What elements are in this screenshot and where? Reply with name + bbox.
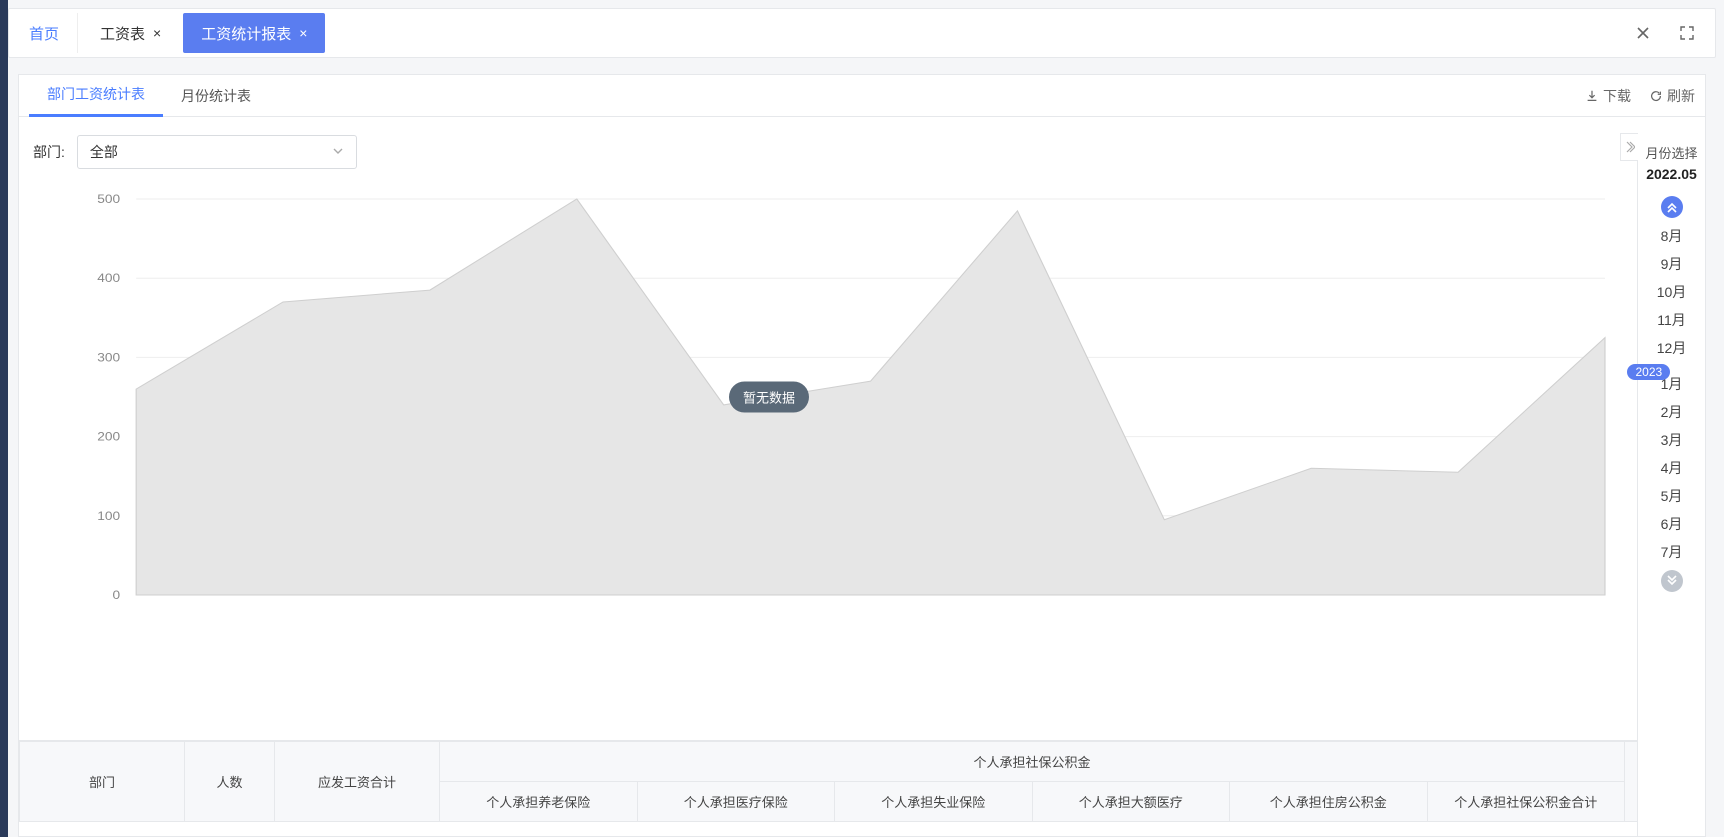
table-header-cell: 个人承担医疗保险 (637, 782, 835, 822)
fullscreen-button[interactable] (1673, 19, 1701, 47)
table-header-cell: 个人承担养老保险 (440, 782, 638, 822)
month-item[interactable]: 6月 (1661, 514, 1683, 534)
year-badge: 2023 (1627, 364, 1670, 380)
month-scroll-up-button[interactable] (1661, 196, 1683, 218)
table-header-cell: 个人承担社保公积金合计 (1427, 782, 1625, 822)
close-icon[interactable]: × (299, 25, 307, 41)
left-edge (0, 0, 8, 837)
download-button[interactable]: 下载 (1585, 86, 1631, 106)
month-list: 8月9月10月11月12月20231月2月3月4月5月6月7月 (1657, 226, 1687, 562)
tab-salary-report[interactable]: 工资统计报表 × (183, 13, 325, 53)
inner-tab-month[interactable]: 月份统计表 (163, 75, 269, 117)
inner-actions: 下载 刷新 (1585, 86, 1695, 106)
y-axis-tick-label: 400 (97, 271, 120, 285)
filter-row: 部门: 全部 (19, 117, 1705, 179)
month-item[interactable]: 2月 (1661, 402, 1683, 422)
month-scroll-down-button[interactable] (1661, 570, 1683, 592)
y-axis-tick-label: 0 (113, 588, 121, 602)
chart-tooltip-text: 暂无数据 (743, 391, 795, 406)
month-item[interactable]: 10月 (1657, 282, 1687, 302)
tab-salary-sheet[interactable]: 工资表 × (82, 13, 179, 53)
month-panel-collapse-button[interactable] (1620, 133, 1638, 161)
month-item[interactable]: 8月 (1661, 226, 1683, 246)
download-label: 下载 (1603, 86, 1631, 106)
top-right-actions (1629, 19, 1715, 47)
refresh-button[interactable]: 刷新 (1649, 86, 1695, 106)
department-select-value: 全部 (90, 142, 118, 162)
content-panel: 部门工资统计表 月份统计表 下载 刷新 部门: 全部 0 100 200 300 400… (18, 74, 1706, 837)
month-panel-current: 2022.05 (1646, 166, 1697, 182)
table-group-header: 个人承担社保公积金 (440, 742, 1625, 782)
chevron-down-icon (332, 144, 344, 160)
top-tab-bar: 首页 工资表 × 工资统计报表 × (8, 8, 1716, 58)
table-header-cell: 部门 (20, 742, 185, 822)
inner-tab-department[interactable]: 部门工资统计表 (29, 75, 163, 117)
download-icon (1585, 89, 1599, 103)
inner-tab-month-label: 月份统计表 (181, 86, 251, 106)
chart-area-series (136, 199, 1605, 595)
tab-home-label: 首页 (29, 23, 59, 44)
y-axis-tick-label: 200 (97, 429, 120, 443)
month-panel-title: 月份选择 (1645, 143, 1697, 162)
table-header-cell: 个人承担住房公积金 (1230, 782, 1428, 822)
y-axis-tick-label: 500 (97, 192, 120, 206)
month-item[interactable]: 9月 (1661, 254, 1683, 274)
tab-salary-sheet-label: 工资表 (100, 23, 145, 44)
salary-chart: 0 100 200 300 400 500 暂无数据 (39, 189, 1685, 629)
month-item[interactable]: 11月 (1657, 310, 1686, 330)
close-icon[interactable]: × (153, 25, 161, 41)
tab-home[interactable]: 首页 (11, 13, 78, 53)
chevron-right-icon (1625, 140, 1635, 154)
month-item[interactable]: 5月 (1661, 486, 1683, 506)
refresh-icon (1649, 89, 1663, 103)
month-panel: 月份选择 2022.05 8月9月10月11月12月20231月2月3月4月5月… (1637, 133, 1705, 836)
inner-tab-bar: 部门工资统计表 月份统计表 下载 刷新 (19, 75, 1705, 117)
month-item[interactable]: 12月 (1657, 338, 1687, 358)
table-header-cell: 人数 (185, 742, 275, 822)
table-header-cell: 应发工资合计 (275, 742, 440, 822)
chevron-up-double-icon (1666, 201, 1678, 213)
tab-salary-report-label: 工资统计报表 (201, 23, 291, 44)
department-select[interactable]: 全部 (77, 135, 357, 169)
month-item[interactable]: 3月 (1661, 430, 1683, 450)
y-axis-tick-label: 100 (97, 509, 120, 523)
month-item[interactable]: 7月 (1661, 542, 1683, 562)
chevron-down-double-icon (1666, 575, 1678, 587)
fullscreen-icon (1679, 25, 1695, 41)
refresh-label: 刷新 (1667, 86, 1695, 106)
close-all-tabs-button[interactable] (1629, 19, 1657, 47)
table-header-cell: 个人承担大额医疗 (1032, 782, 1230, 822)
department-filter-label: 部门: (33, 142, 65, 162)
summary-table: 部门人数应发工资合计个人承担社保公积金公司承担个人承担养老保险个人承担医疗保险个… (19, 740, 1705, 836)
chart-tooltip: 暂无数据 (729, 382, 809, 413)
month-item[interactable]: 4月 (1661, 458, 1683, 478)
y-axis-tick-label: 300 (97, 350, 120, 364)
table-header-cell: 个人承担失业保险 (835, 782, 1033, 822)
close-icon (1635, 25, 1651, 41)
inner-tab-department-label: 部门工资统计表 (47, 84, 145, 104)
